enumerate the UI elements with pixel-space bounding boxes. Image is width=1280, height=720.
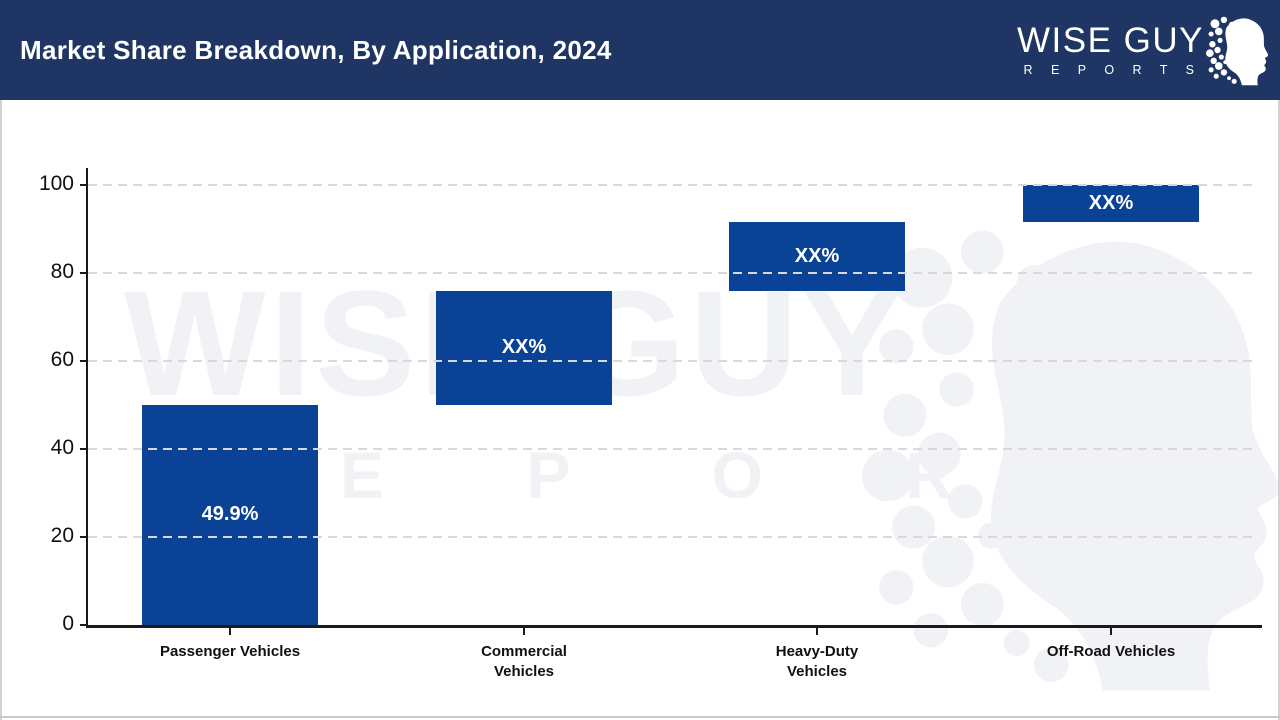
- x-axis-tick: [1110, 627, 1112, 635]
- x-axis-tick: [523, 627, 525, 635]
- x-category-label: Heavy-Duty Vehicles: [775, 643, 859, 680]
- bar-value-label: 49.9%: [201, 503, 259, 526]
- x-category-label: Commercial Vehicles: [481, 643, 567, 680]
- y-tick-label: 20: [50, 524, 74, 547]
- y-axis-line: [86, 168, 88, 627]
- bar-segment: [142, 405, 318, 625]
- y-tick-label: 40: [50, 436, 74, 459]
- bar-value-label: XX%: [1088, 191, 1134, 214]
- y-axis-tick: [80, 360, 87, 362]
- y-tick-label: 100: [38, 172, 74, 195]
- y-gridline: [88, 536, 1258, 538]
- bar-segment: [1023, 185, 1199, 223]
- bar-value-label: XX%: [501, 336, 547, 359]
- bar-segment: [729, 222, 905, 292]
- logo-reports-text: R E P O R T S: [1023, 63, 1202, 77]
- bar-value-label: XX%: [794, 244, 840, 267]
- y-axis-tick: [80, 272, 87, 274]
- x-axis-tick: [816, 627, 818, 635]
- y-gridline: [88, 360, 1258, 362]
- y-tick-label: 0: [62, 612, 74, 635]
- y-gridline: [88, 448, 1258, 450]
- x-axis-tick: [229, 627, 231, 635]
- x-axis-line: [86, 625, 1262, 628]
- y-axis-tick: [80, 184, 87, 186]
- logo-wordmark: WISE GUY: [1016, 21, 1204, 60]
- header: Market Share Breakdown, By Application, …: [0, 0, 1280, 100]
- y-tick-label: 60: [50, 348, 74, 371]
- y-gridline: [88, 184, 1258, 186]
- y-axis-tick: [80, 624, 87, 626]
- y-axis-tick: [80, 448, 87, 450]
- left-edge-rule: [0, 100, 2, 720]
- y-tick-label: 80: [50, 260, 74, 283]
- y-gridline: [88, 272, 1258, 274]
- bottom-edge-rule: [0, 716, 1280, 718]
- waterfall-chart: 0 20 40 60 80 100 49.9% Passenger Vehicles XX% Co…: [0, 100, 1280, 720]
- logo-head-icon: [1206, 16, 1269, 86]
- bar-segment: [436, 291, 612, 406]
- watermark-head-icon: [862, 230, 1280, 691]
- y-axis-tick: [80, 536, 87, 538]
- page-title: Market Share Breakdown, By Application, …: [20, 34, 612, 65]
- wise-guy-reports-logo: WISE GUY R E P O R T S: [1017, 10, 1270, 90]
- logo-text: WISE GUY R E P O R T S: [1017, 23, 1204, 77]
- x-category-label: Passenger Vehicles: [159, 643, 301, 660]
- x-category-label: Off-Road Vehicles: [1046, 643, 1176, 660]
- right-edge-rule: [1278, 100, 1280, 720]
